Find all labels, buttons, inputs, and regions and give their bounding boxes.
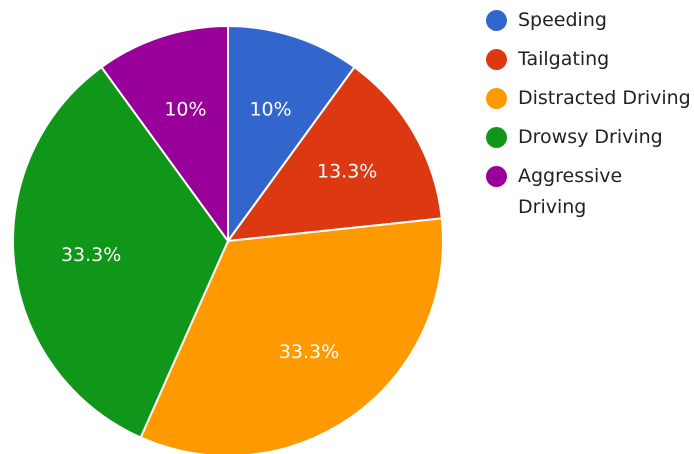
legend-item: Speeding — [486, 5, 694, 36]
legend-swatch — [486, 88, 507, 109]
legend-swatch — [486, 49, 507, 70]
legend-swatch — [486, 127, 507, 148]
legend-item: Drowsy Driving — [486, 122, 694, 153]
legend-item: Tailgating — [486, 44, 694, 75]
slice-label: 10% — [249, 99, 291, 121]
legend-label: Tailgating — [518, 48, 610, 70]
legend-label: Drowsy Driving — [518, 126, 663, 148]
slice-label: 33.3% — [61, 244, 121, 266]
pie-slice — [225, 65, 443, 243]
legend-item: Distracted Driving — [486, 83, 694, 114]
slice-label: 33.3% — [279, 341, 339, 363]
legend: Speeding Tailgating Distracted Driving Drow… — [486, 5, 694, 231]
legend-label: Distracted Driving — [518, 87, 691, 109]
pie-slice — [100, 24, 229, 245]
pie-slice — [12, 65, 230, 439]
legend-label: Speeding — [518, 9, 607, 31]
legend-swatch — [486, 10, 507, 31]
legend-swatch — [486, 166, 507, 187]
slice-label: 13.3% — [317, 161, 377, 183]
legend-label: Aggressive Driving — [518, 165, 623, 218]
slice-label: 10% — [164, 99, 206, 121]
pie-slice — [227, 24, 356, 245]
legend-item: Aggressive Driving — [486, 161, 694, 223]
